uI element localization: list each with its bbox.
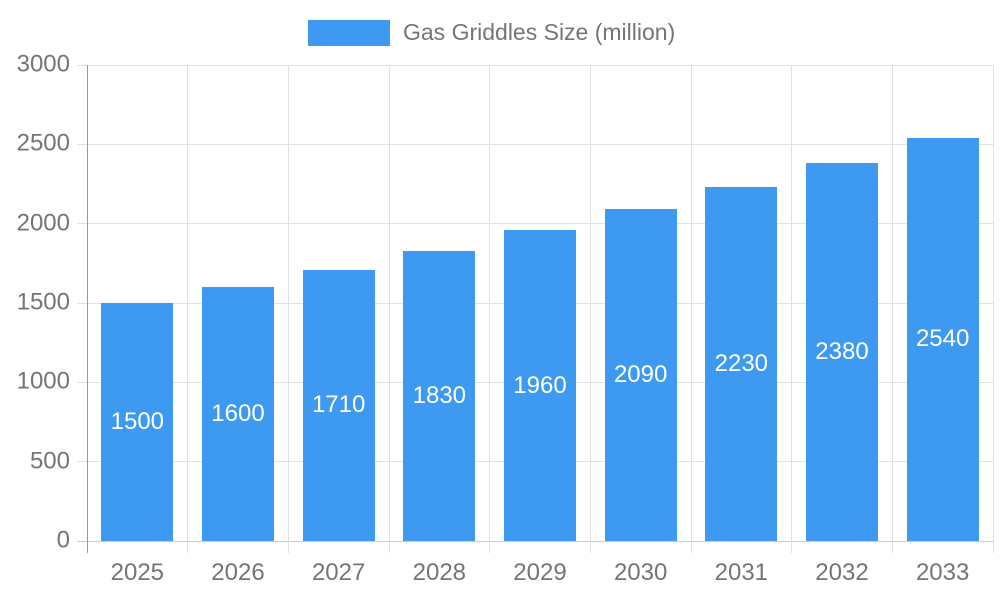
bar-2033 <box>906 137 979 541</box>
legend-label: Gas Griddles Size (million) <box>403 19 676 45</box>
y-axis-line <box>86 65 88 553</box>
vertical-gridline <box>388 65 390 553</box>
x-axis-tick-label: 2025 <box>110 559 165 586</box>
bar-value-label: 2230 <box>714 350 769 378</box>
vertical-gridline <box>489 65 491 553</box>
vertical-gridline <box>992 65 994 553</box>
bar-2032 <box>806 163 878 541</box>
bar-value-label: 2540 <box>915 325 970 353</box>
y-axis-tick-label: 0 <box>56 526 70 554</box>
y-axis-tick-label: 1000 <box>16 367 70 395</box>
horizontal-gridline <box>77 540 993 542</box>
x-axis-tick-label: 2031 <box>714 559 769 586</box>
bar-2028 <box>403 250 476 541</box>
bar-2031 <box>705 187 778 541</box>
bar-2025 <box>101 303 174 541</box>
y-axis-tick-label: 3000 <box>16 50 70 78</box>
vertical-gridline <box>589 65 591 553</box>
bar-2029 <box>504 230 576 541</box>
horizontal-gridline <box>77 64 993 66</box>
x-axis-tick-label: 2032 <box>815 559 869 586</box>
legend: Gas Griddles Size (million) <box>308 19 675 46</box>
y-axis-tick-label: 2000 <box>16 209 70 237</box>
vertical-gridline <box>690 65 692 553</box>
legend-swatch <box>308 19 390 46</box>
x-axis-tick-label: 2027 <box>311 559 366 586</box>
y-axis-tick-label: 500 <box>29 447 70 475</box>
bar-2027 <box>302 269 375 541</box>
x-axis-tick-label: 2029 <box>513 559 567 586</box>
y-axis-tick-label: 1500 <box>16 288 70 316</box>
bar-2030 <box>604 209 677 541</box>
horizontal-gridline <box>77 143 993 145</box>
vertical-gridline <box>287 65 289 553</box>
vertical-gridline <box>891 65 893 553</box>
vertical-gridline <box>791 65 793 553</box>
vertical-gridline <box>187 65 189 553</box>
bar-value-label: 2090 <box>613 361 668 389</box>
x-axis-tick-label: 2030 <box>613 559 668 586</box>
bar-value-label: 2380 <box>815 338 869 366</box>
x-axis-tick-label: 2033 <box>915 559 970 586</box>
bar-value-label: 1710 <box>311 391 366 419</box>
y-axis-tick-label: 2500 <box>16 129 70 157</box>
bar-value-label: 1600 <box>211 400 265 428</box>
bar-value-label: 1500 <box>110 408 165 435</box>
bar-value-label: 1960 <box>513 371 567 399</box>
bar-value-label: 1830 <box>412 381 467 409</box>
x-axis-tick-label: 2026 <box>211 559 265 586</box>
x-axis-tick-label: 2028 <box>412 559 467 586</box>
horizontal-gridline <box>77 223 993 225</box>
bar-2026 <box>202 287 274 541</box>
